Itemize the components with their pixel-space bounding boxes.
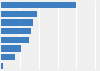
Bar [1, 28, 31, 34]
Bar [1, 63, 3, 69]
Bar [1, 2, 76, 8]
Bar [1, 19, 33, 26]
Bar [1, 45, 21, 52]
Bar [1, 11, 37, 17]
Bar [1, 54, 15, 60]
Bar [1, 37, 29, 43]
